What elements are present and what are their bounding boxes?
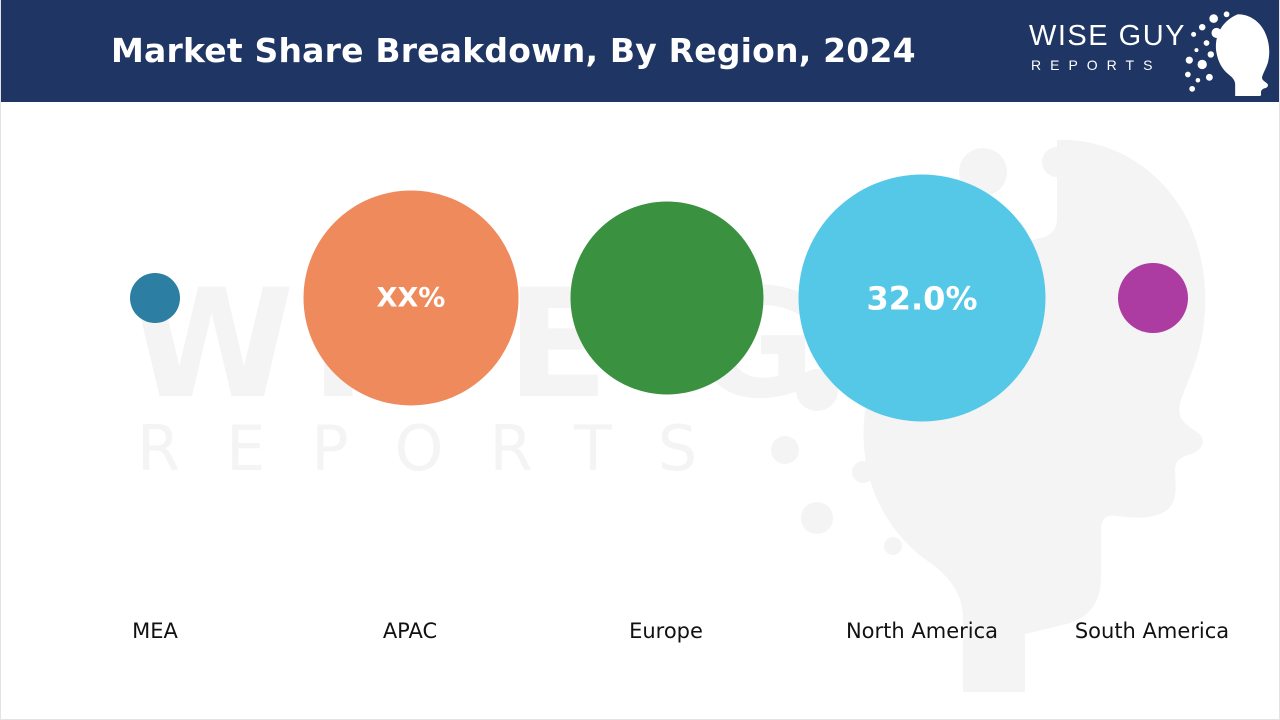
bubble-mea[interactable] <box>130 273 180 323</box>
category-label-mea: MEA <box>132 619 178 643</box>
bubble-europe[interactable] <box>570 201 764 395</box>
logo-wordmark: WISE GUY <box>1029 20 1187 52</box>
category-label-south-america: South America <box>1074 619 1230 643</box>
header-bar: Market Share Breakdown, By Region, 2024 … <box>1 0 1279 102</box>
bubble-value-north-america: 32.0% <box>866 279 978 317</box>
category-label-europe: Europe <box>629 619 703 643</box>
bubble-north-america[interactable]: 32.0% <box>798 174 1046 422</box>
logo-subtitle: REPORTS <box>1031 57 1162 73</box>
category-label-north-america: North America <box>845 619 999 643</box>
bubble-apac[interactable]: XX% <box>303 190 519 406</box>
page-title: Market Share Breakdown, By Region, 2024 <box>111 31 916 70</box>
bubble-value-apac: XX% <box>376 282 446 314</box>
bubble-south-america[interactable] <box>1118 263 1188 333</box>
brand-logo[interactable]: WISE GUY REPORTS <box>1021 6 1271 98</box>
dotted-head-icon <box>1185 11 1270 96</box>
category-label-apac: APAC <box>382 619 438 643</box>
bubble-chart-plot-area: XX% 32.0% MEA APAC Europe North America … <box>1 102 1279 719</box>
